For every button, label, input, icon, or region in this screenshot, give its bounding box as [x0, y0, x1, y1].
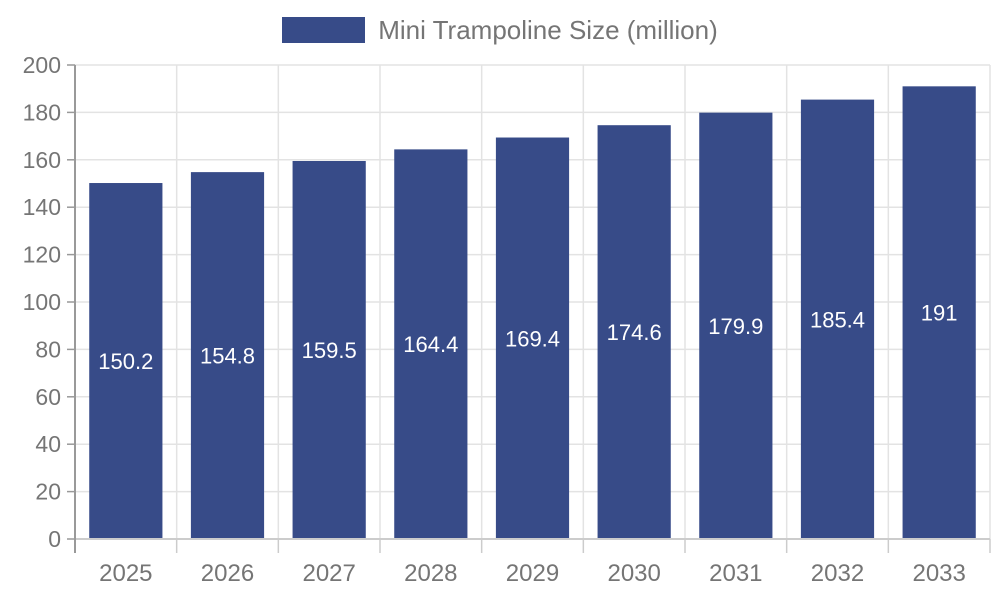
legend-label: Mini Trampoline Size (million) [378, 15, 718, 45]
x-axis-tick-label: 2025 [99, 560, 152, 587]
bar-value-label: 191 [921, 301, 958, 326]
y-axis-tick-label: 160 [23, 147, 61, 173]
y-axis-tick-label: 100 [23, 289, 61, 315]
bar-value-label: 154.8 [200, 344, 255, 369]
bar-value-label: 164.4 [403, 332, 458, 357]
bar-2029[interactable] [495, 137, 570, 539]
bar-value-label: 159.5 [302, 338, 357, 363]
bar-value-label: 185.4 [810, 307, 865, 332]
bar-2027[interactable] [292, 160, 366, 540]
y-axis-tick-label: 140 [23, 194, 61, 220]
y-axis-tick-label: 120 [23, 242, 61, 268]
x-axis-tick-label: 2031 [709, 560, 762, 587]
y-axis-tick-label: 0 [48, 526, 61, 552]
bar-value-label: 150.2 [98, 349, 153, 374]
y-axis-tick-label: 80 [35, 336, 61, 362]
bar-2031[interactable] [699, 112, 773, 540]
bar-2025[interactable] [89, 183, 163, 539]
y-axis-tick-label: 40 [35, 431, 61, 457]
legend-swatch-icon [282, 17, 366, 43]
bar-2033[interactable] [902, 86, 976, 539]
y-axis-tick-label: 20 [35, 479, 61, 505]
bar-value-label: 174.6 [607, 320, 662, 345]
y-axis-tick-label: 60 [35, 384, 61, 410]
bar-2026[interactable] [190, 172, 265, 539]
y-axis-tick-label: 180 [23, 99, 61, 125]
bar-2030[interactable] [597, 125, 671, 539]
y-axis-tick-label: 200 [23, 52, 61, 78]
bar-2032[interactable] [800, 99, 875, 540]
x-axis-tick-label: 2028 [404, 560, 457, 587]
x-axis-tick-label: 2032 [811, 560, 864, 587]
bar-2028[interactable] [394, 149, 468, 539]
x-axis-tick-label: 2033 [912, 560, 965, 587]
legend[interactable]: Mini Trampoline Size (million) [0, 17, 1000, 43]
x-axis-tick-label: 2027 [302, 560, 355, 587]
bar-value-label: 169.4 [505, 326, 560, 351]
x-axis-tick-label: 2026 [201, 560, 254, 587]
x-axis-tick-label: 2030 [607, 560, 660, 587]
bar-value-label: 179.9 [708, 314, 763, 339]
x-axis-tick-label: 2029 [506, 560, 559, 587]
